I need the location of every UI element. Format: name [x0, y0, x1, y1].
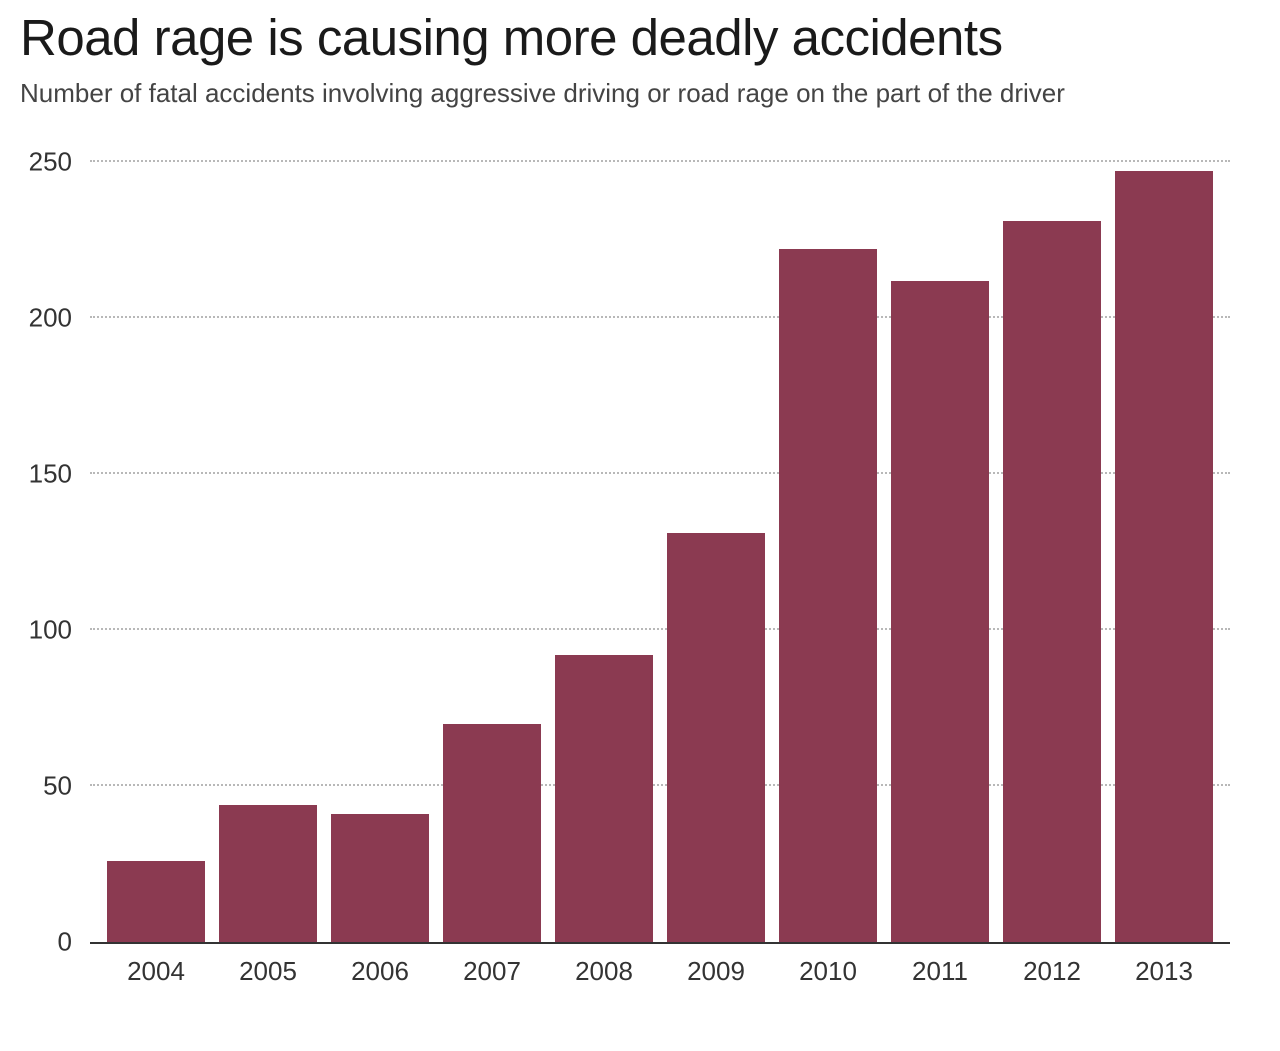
xtick-label: 2006 — [351, 942, 409, 987]
chart-title: Road rage is causing more deadly acciden… — [20, 10, 1260, 66]
bar-slot: 2004 — [100, 164, 212, 942]
bar — [555, 655, 654, 942]
bar-slot: 2013 — [1108, 164, 1220, 942]
xtick-label: 2011 — [912, 942, 968, 987]
bar — [219, 805, 318, 942]
bar-slot: 2006 — [324, 164, 436, 942]
bar-slot: 2007 — [436, 164, 548, 942]
chart-subtitle: Number of fatal accidents involving aggr… — [20, 78, 1260, 109]
ytick-label: 250 — [29, 147, 90, 178]
bar — [443, 724, 542, 942]
xtick-label: 2005 — [239, 942, 297, 987]
ytick-label: 100 — [29, 615, 90, 646]
bar — [1115, 171, 1214, 942]
xtick-label: 2007 — [463, 942, 521, 987]
ytick-label: 50 — [43, 771, 90, 802]
bar — [1003, 221, 1102, 942]
chart-container: Road rage is causing more deadly acciden… — [0, 0, 1280, 1051]
bar-slot: 2009 — [660, 164, 772, 942]
ytick-label: 150 — [29, 459, 90, 490]
bar-slot: 2008 — [548, 164, 660, 942]
ytick-label: 0 — [58, 927, 90, 958]
bar — [331, 814, 430, 942]
xtick-label: 2009 — [687, 942, 745, 987]
xtick-label: 2008 — [575, 942, 633, 987]
ytick-label: 200 — [29, 303, 90, 334]
xtick-label: 2010 — [799, 942, 857, 987]
plot-region: 0501001502002502004200520062007200820092… — [90, 164, 1230, 944]
bars-group: 2004200520062007200820092010201120122013 — [90, 164, 1230, 942]
bar-slot: 2010 — [772, 164, 884, 942]
chart-area: 0501001502002502004200520062007200820092… — [90, 164, 1260, 944]
bar — [107, 861, 206, 942]
bar — [667, 533, 766, 942]
bar — [779, 249, 878, 942]
bar-slot: 2011 — [884, 164, 996, 942]
bar — [891, 281, 990, 942]
bar-slot: 2012 — [996, 164, 1108, 942]
xtick-label: 2013 — [1135, 942, 1193, 987]
bar-slot: 2005 — [212, 164, 324, 942]
xtick-label: 2004 — [127, 942, 185, 987]
xtick-label: 2012 — [1023, 942, 1081, 987]
gridline — [90, 160, 1230, 162]
